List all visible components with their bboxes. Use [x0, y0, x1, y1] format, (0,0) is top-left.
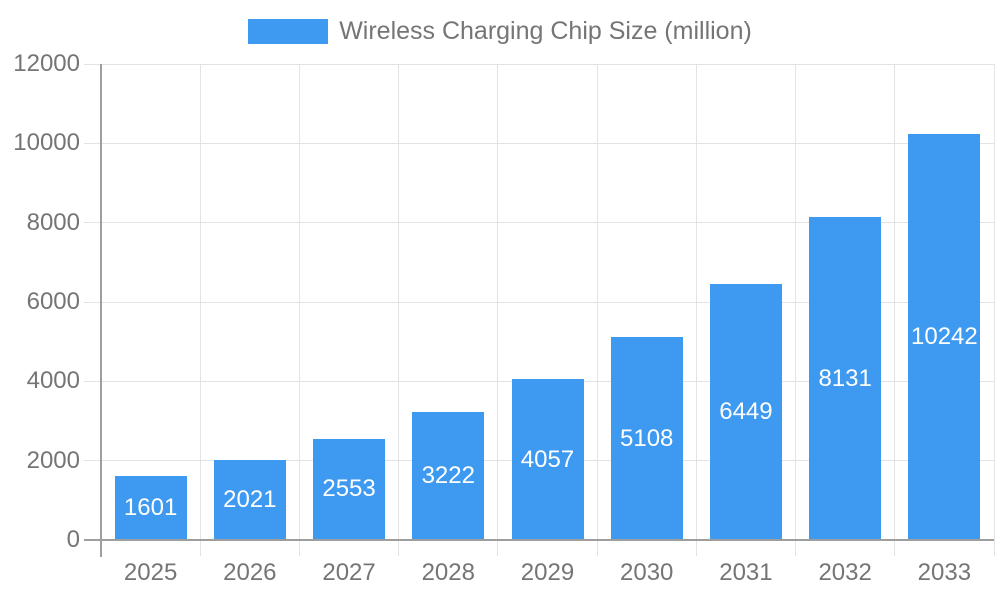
y-tick-label: 12000 [13, 50, 80, 77]
bar-2029[interactable]: 4057 [511, 379, 584, 540]
y-axis-tick [84, 380, 101, 382]
legend[interactable]: Wireless Charging Chip Size (million) [0, 17, 1000, 45]
y-tick-label: 8000 [26, 208, 80, 236]
gridline-h [101, 63, 994, 65]
bar-2028[interactable]: 3222 [412, 412, 485, 540]
bar-value-label: 5108 [620, 424, 674, 452]
y-axis-line [100, 64, 102, 557]
legend-label[interactable]: Wireless Charging Chip Size (million) [339, 17, 752, 45]
x-tick-label: 2031 [719, 559, 773, 586]
y-axis-tick [84, 63, 101, 65]
bar-value-label: 10242 [911, 322, 978, 350]
y-axis-tick [84, 142, 101, 144]
x-tick-label: 2028 [421, 559, 475, 586]
bar-value-label: 1601 [123, 494, 178, 522]
x-tick-label: 2032 [818, 559, 872, 586]
legend-swatch[interactable] [248, 18, 329, 44]
y-axis-tick [84, 301, 101, 303]
y-tick-label: 10000 [13, 129, 80, 157]
gridline-h [101, 301, 994, 303]
x-tick-label: 2027 [322, 559, 376, 586]
y-axis-tick [84, 460, 101, 462]
gridline-h [101, 142, 994, 144]
x-axis-line [84, 539, 994, 541]
bar-2030[interactable]: 5108 [610, 337, 683, 540]
gridline-v [199, 64, 201, 556]
x-tick-label: 2030 [620, 559, 674, 586]
bar-value-label: 2021 [223, 485, 277, 513]
y-tick-label: 6000 [26, 288, 80, 315]
x-tick-label: 2026 [223, 559, 277, 586]
bar-value-label: 4057 [520, 445, 575, 473]
y-tick-label: 4000 [26, 367, 80, 395]
gridline-v [795, 64, 797, 556]
y-tick-label: 0 [66, 526, 80, 553]
x-tick-label: 2029 [520, 559, 575, 586]
gridline-v [894, 64, 896, 556]
y-tick-label: 2000 [26, 446, 80, 474]
gridline-v [497, 64, 499, 556]
x-tick-label: 2033 [917, 559, 972, 586]
bar-2033[interactable]: 10242 [908, 133, 981, 540]
gridline-v [398, 64, 400, 556]
bar-value-label: 8131 [818, 364, 872, 392]
gridline-v [695, 64, 697, 556]
y-axis-tick [84, 222, 101, 224]
bar-value-label: 2553 [322, 475, 376, 503]
bar-2031[interactable]: 6449 [709, 284, 782, 540]
bar-value-label: 6449 [719, 398, 773, 426]
gridline-v [298, 64, 300, 556]
bar-2032[interactable]: 8131 [809, 217, 882, 540]
bar-2026[interactable]: 2021 [213, 459, 286, 540]
bar-2025[interactable]: 1601 [114, 476, 187, 540]
bar-value-label: 3222 [421, 462, 475, 490]
gridline-h [101, 222, 994, 224]
x-tick-label: 2025 [123, 559, 178, 586]
gridline-v [993, 64, 995, 556]
gridline-v [596, 64, 598, 556]
bar-2027[interactable]: 2553 [313, 438, 386, 540]
